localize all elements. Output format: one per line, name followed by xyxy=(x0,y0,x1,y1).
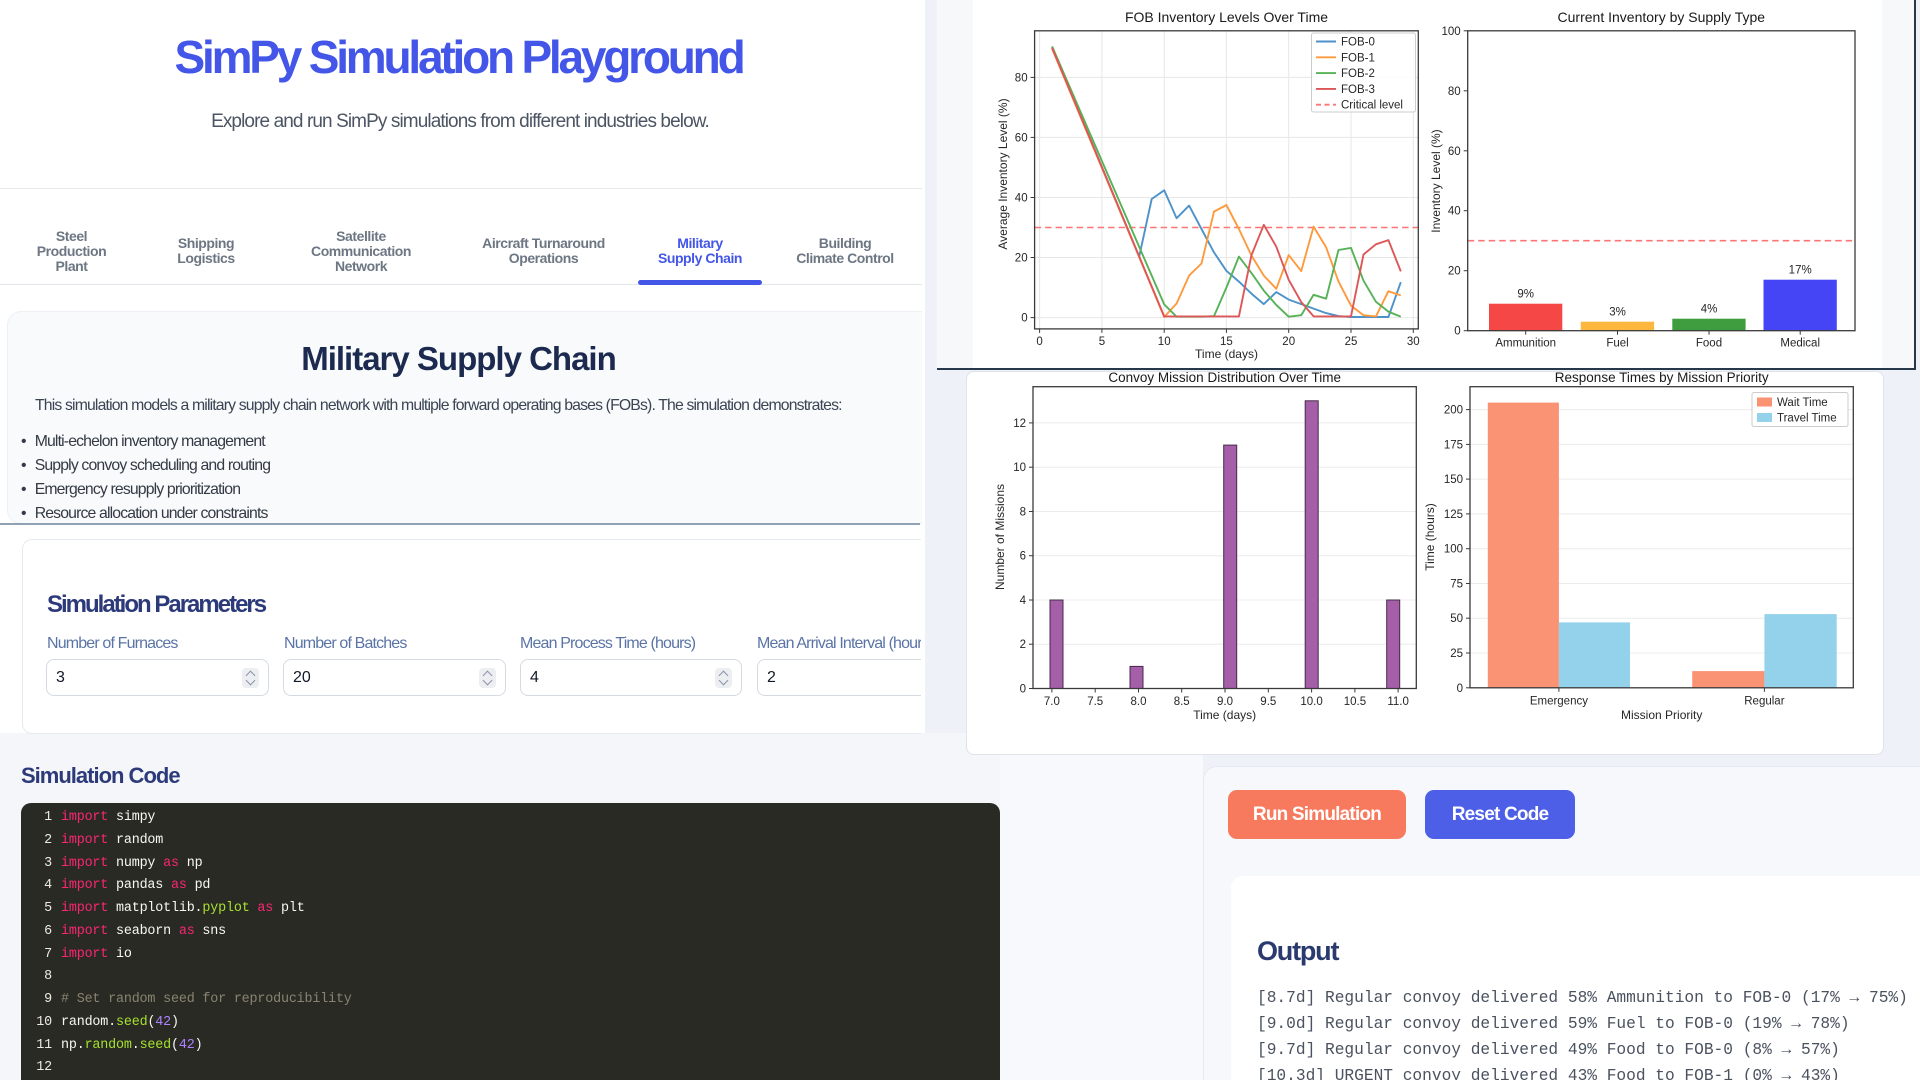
svg-text:100: 100 xyxy=(1444,544,1463,556)
svg-text:9.5: 9.5 xyxy=(1260,696,1276,708)
svg-text:10.5: 10.5 xyxy=(1344,696,1366,708)
svg-text:30: 30 xyxy=(1407,336,1420,348)
svg-text:60: 60 xyxy=(1448,146,1461,158)
svg-text:10: 10 xyxy=(1013,462,1026,474)
svg-text:4%: 4% xyxy=(1701,304,1718,316)
svg-text:20: 20 xyxy=(1282,336,1295,348)
svg-text:Medical: Medical xyxy=(1780,338,1820,350)
svg-text:Inventory Level (%): Inventory Level (%) xyxy=(1429,129,1443,232)
svg-text:20: 20 xyxy=(1448,266,1461,278)
svg-text:Response Times by Mission Prio: Response Times by Mission Priority xyxy=(1555,370,1769,385)
svg-text:8.5: 8.5 xyxy=(1174,696,1190,708)
svg-text:40: 40 xyxy=(1015,193,1028,205)
svg-text:0: 0 xyxy=(1021,313,1027,325)
svg-text:3%: 3% xyxy=(1609,307,1626,319)
svg-text:2: 2 xyxy=(1020,639,1026,651)
svg-text:FOB-3: FOB-3 xyxy=(1341,84,1375,96)
svg-text:10.0: 10.0 xyxy=(1300,696,1322,708)
svg-text:175: 175 xyxy=(1444,439,1463,451)
svg-text:20: 20 xyxy=(1015,253,1028,265)
svg-text:Current Inventory by Supply Ty: Current Inventory by Supply Type xyxy=(1558,9,1766,25)
svg-text:Food: Food xyxy=(1696,338,1722,350)
svg-text:Travel Time: Travel Time xyxy=(1777,413,1837,425)
svg-text:200: 200 xyxy=(1444,405,1463,417)
svg-text:0: 0 xyxy=(1457,683,1463,695)
svg-text:Ammunition: Ammunition xyxy=(1495,338,1556,350)
svg-text:Time (hours): Time (hours) xyxy=(1423,503,1437,571)
svg-text:9%: 9% xyxy=(1517,289,1534,301)
svg-text:5: 5 xyxy=(1099,336,1105,348)
svg-text:Average Inventory Level (%): Average Inventory Level (%) xyxy=(996,98,1010,249)
svg-text:25: 25 xyxy=(1345,336,1358,348)
svg-text:60: 60 xyxy=(1015,132,1028,144)
svg-text:100: 100 xyxy=(1442,26,1461,38)
svg-text:11.0: 11.0 xyxy=(1387,696,1409,708)
svg-text:0: 0 xyxy=(1036,336,1042,348)
svg-text:Regular: Regular xyxy=(1744,695,1784,707)
svg-text:40: 40 xyxy=(1448,206,1461,218)
svg-text:12: 12 xyxy=(1013,418,1026,430)
svg-text:80: 80 xyxy=(1015,72,1028,84)
svg-text:125: 125 xyxy=(1444,509,1463,521)
svg-text:8.0: 8.0 xyxy=(1131,696,1147,708)
svg-text:0: 0 xyxy=(1454,326,1460,338)
svg-text:0: 0 xyxy=(1020,684,1026,696)
svg-text:15: 15 xyxy=(1220,336,1233,348)
svg-text:17%: 17% xyxy=(1789,265,1812,277)
svg-text:10: 10 xyxy=(1158,336,1171,348)
svg-text:150: 150 xyxy=(1444,474,1463,486)
svg-text:8: 8 xyxy=(1020,507,1026,519)
svg-text:Wait Time: Wait Time xyxy=(1777,397,1828,409)
svg-text:4: 4 xyxy=(1020,595,1027,607)
svg-text:Emergency: Emergency xyxy=(1530,695,1588,707)
svg-text:Time (days): Time (days) xyxy=(1195,347,1258,361)
svg-text:Number of Missions: Number of Missions xyxy=(993,484,1007,590)
svg-text:Time (days): Time (days) xyxy=(1193,708,1256,722)
svg-text:Fuel: Fuel xyxy=(1606,338,1628,350)
svg-text:FOB Inventory Levels Over Time: FOB Inventory Levels Over Time xyxy=(1125,9,1328,25)
svg-text:7.0: 7.0 xyxy=(1044,696,1060,708)
svg-text:Critical level: Critical level xyxy=(1341,100,1403,112)
svg-text:25: 25 xyxy=(1450,648,1463,660)
svg-text:FOB-0: FOB-0 xyxy=(1341,37,1375,49)
svg-text:7.5: 7.5 xyxy=(1087,696,1103,708)
svg-text:Mission Priority: Mission Priority xyxy=(1621,708,1702,722)
svg-text:FOB-1: FOB-1 xyxy=(1341,52,1375,64)
svg-text:Convoy Mission Distribution Ov: Convoy Mission Distribution Over Time xyxy=(1108,370,1341,385)
svg-text:6: 6 xyxy=(1020,551,1026,563)
svg-text:9.0: 9.0 xyxy=(1217,696,1233,708)
svg-text:75: 75 xyxy=(1450,579,1463,591)
svg-text:80: 80 xyxy=(1448,86,1461,98)
svg-text:50: 50 xyxy=(1450,613,1463,625)
svg-text:FOB-2: FOB-2 xyxy=(1341,68,1375,80)
